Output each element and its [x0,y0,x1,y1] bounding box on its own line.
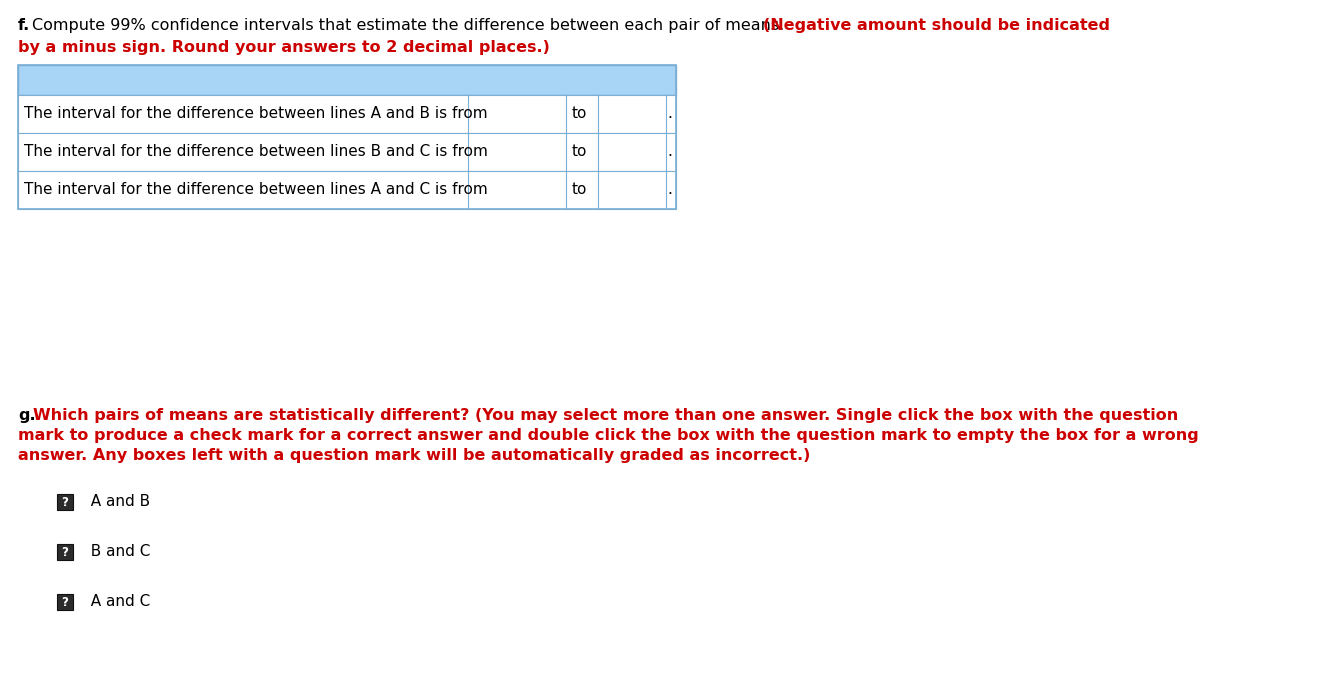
Text: A and B: A and B [80,495,150,510]
Text: to: to [572,145,588,160]
Text: to: to [572,182,588,198]
Bar [18,65,676,95]
Text: B and C: B and C [80,545,150,560]
Bar [18,171,676,209]
Bar [57,494,72,510]
Text: ?: ? [62,545,69,558]
Text: The interval for the difference between lines A and C is from: The interval for the difference between … [24,182,488,198]
Text: (Negative amount should be indicated: (Negative amount should be indicated [763,18,1110,33]
Text: ?: ? [62,495,69,508]
Text: to: to [572,106,588,121]
Bar [18,95,676,133]
Text: .: . [667,145,672,160]
Text: by a minus sign. Round your answers to 2 decimal places.): by a minus sign. Round your answers to 2… [18,40,550,55]
Text: Compute 99% confidence intervals that estimate the difference between each pair : Compute 99% confidence intervals that es… [32,18,789,33]
Text: The interval for the difference between lines A and B is from: The interval for the difference between … [24,106,488,121]
Text: mark to produce a check mark for a correct answer and double click the box with : mark to produce a check mark for a corre… [18,428,1199,443]
Bar [57,544,72,560]
Bar [18,133,676,171]
Text: g.: g. [18,408,36,423]
Text: .: . [667,106,672,121]
Text: f.: f. [18,18,30,33]
Text: A and C: A and C [80,595,150,609]
Text: answer. Any boxes left with a question mark will be automatically graded as inco: answer. Any boxes left with a question m… [18,448,811,463]
Text: The interval for the difference between lines B and C is from: The interval for the difference between … [24,145,488,160]
Bar [57,594,72,610]
Text: .: . [667,182,672,198]
Text: ?: ? [62,595,69,608]
Bar [18,65,676,209]
Text: Which pairs of means are statistically different? (You may select more than one : Which pairs of means are statistically d… [33,408,1178,423]
